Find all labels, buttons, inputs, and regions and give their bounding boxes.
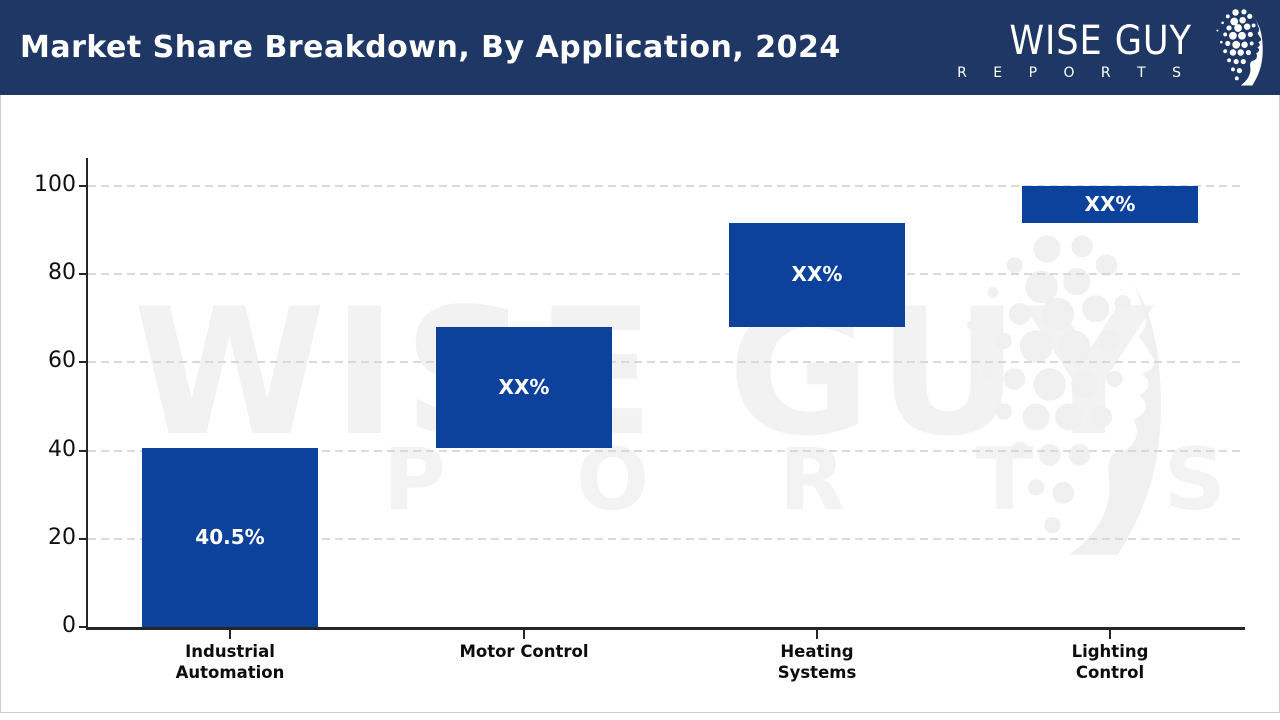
gridline-y100 <box>88 185 1245 187</box>
bar-1 <box>436 327 612 449</box>
x-category-label-3: Lighting Control <box>1071 642 1149 682</box>
x-category-label-0: Industrial Automation <box>175 642 285 682</box>
bar-0 <box>142 448 318 627</box>
x-axis-tick-0 <box>229 630 231 639</box>
y-axis-label-40: 40 <box>48 436 76 462</box>
y-axis-spine <box>86 158 88 629</box>
x-axis-tick-3 <box>1109 630 1111 639</box>
y-axis-label-0: 0 <box>62 613 76 638</box>
bar-3 <box>1022 186 1198 224</box>
y-axis-tick-40 <box>79 449 87 452</box>
x-axis-spine <box>86 627 1245 630</box>
gridline-y60 <box>88 361 1245 364</box>
y-axis-tick-0 <box>79 626 87 628</box>
chart-title: Market Share Breakdown, By Application, … <box>20 30 841 65</box>
x-category-label-2: Heating Systems <box>777 642 857 682</box>
brand-name: WISE GUY <box>1009 18 1192 64</box>
header-banner: Market Share Breakdown, By Application, … <box>0 0 1280 95</box>
y-axis-label-60: 60 <box>48 348 76 374</box>
gridline-y80 <box>88 273 1245 276</box>
bar-value-label-3: XX% <box>1084 191 1136 216</box>
y-axis-label-20: 20 <box>48 524 76 550</box>
gridline-y40 <box>88 449 1245 452</box>
brand-head-icon <box>1216 8 1263 86</box>
y-axis-tick-60 <box>79 361 87 364</box>
y-axis-label-100: 100 <box>34 172 76 197</box>
y-axis-tick-20 <box>79 537 87 540</box>
brand-subname: R E P O R T S <box>957 65 1192 81</box>
y-axis-label-80: 80 <box>48 260 76 286</box>
gridline-y20 <box>88 537 1245 540</box>
x-category-label-1: Motor Control <box>459 642 589 661</box>
brand-logo: WISE GUY R E P O R T S <box>957 18 1192 81</box>
bar-2 <box>729 223 905 328</box>
y-axis-tick-80 <box>79 273 87 276</box>
y-axis-tick-100 <box>79 185 87 187</box>
x-axis-tick-2 <box>816 630 818 639</box>
bar-value-label-1: XX% <box>498 374 550 399</box>
x-axis-tick-1 <box>523 630 525 639</box>
bar-value-label-2: XX% <box>791 262 843 287</box>
bar-value-label-0: 40.5% <box>195 524 265 549</box>
